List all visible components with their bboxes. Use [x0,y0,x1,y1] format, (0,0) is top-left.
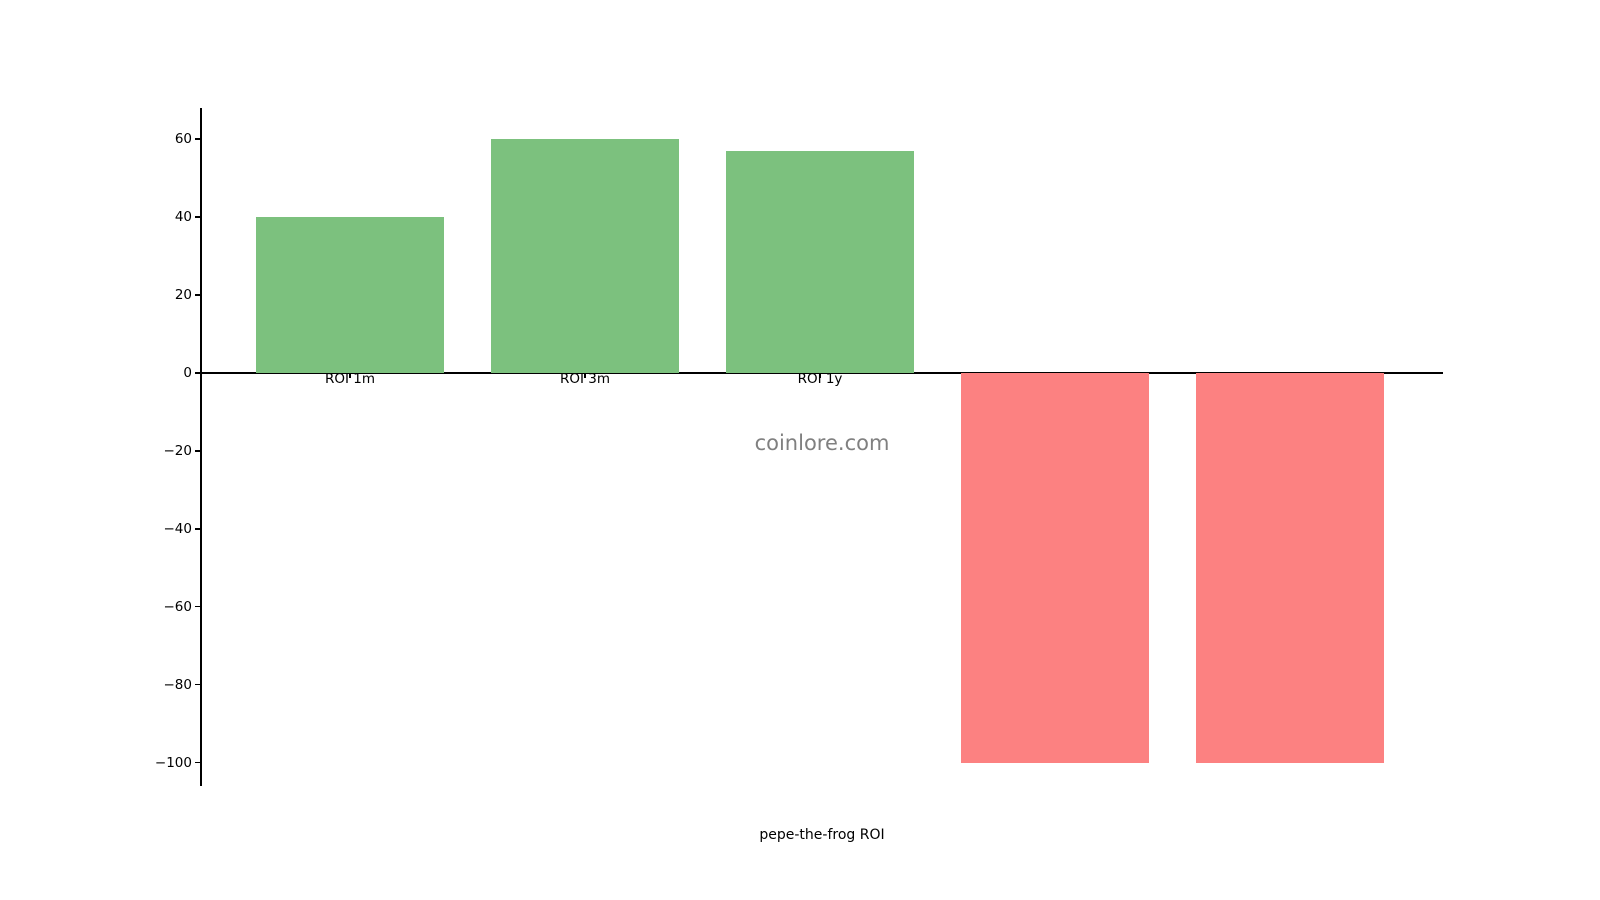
chart-title: pepe-the-frog ROI [759,827,885,843]
y-tick-label: −40 [163,520,193,537]
x-tick-label: ROI 1m [324,370,376,387]
y-tick-label: 20 [174,287,192,304]
bar-roi-1m [256,217,444,373]
y-tick-mark [195,683,201,686]
bar-roi-1y [726,150,914,373]
x-axis-zero-line [200,372,1443,374]
y-tick-mark [195,216,201,218]
y-tick-label: 40 [174,209,192,226]
x-tick-mark [584,372,586,378]
y-tick-mark [195,450,201,452]
y-tick-mark [195,606,201,608]
y-tick-mark [195,761,201,764]
x-tick-label: ROI 1y [797,370,843,387]
bar-4 [961,372,1149,763]
bar-5 [1196,372,1384,763]
y-tick-label: −100 [154,754,192,771]
x-tick-label: ROI 3m [559,370,611,387]
y-tick-mark [195,528,201,530]
x-tick-mark [349,372,351,378]
y-tick-label: −60 [163,598,193,615]
y-tick-label: 0 [183,364,192,381]
y-tick-label: 60 [174,131,192,148]
y-tick-label: −20 [163,442,193,459]
y-tick-mark [195,372,201,374]
y-tick-mark [195,138,201,140]
y-tick-mark [195,294,201,296]
x-tick-mark [819,372,821,378]
watermark: coinlore.com [754,431,890,455]
bar-roi-3m [491,139,679,373]
y-tick-label: −80 [163,676,193,693]
y-axis-line [200,108,202,786]
